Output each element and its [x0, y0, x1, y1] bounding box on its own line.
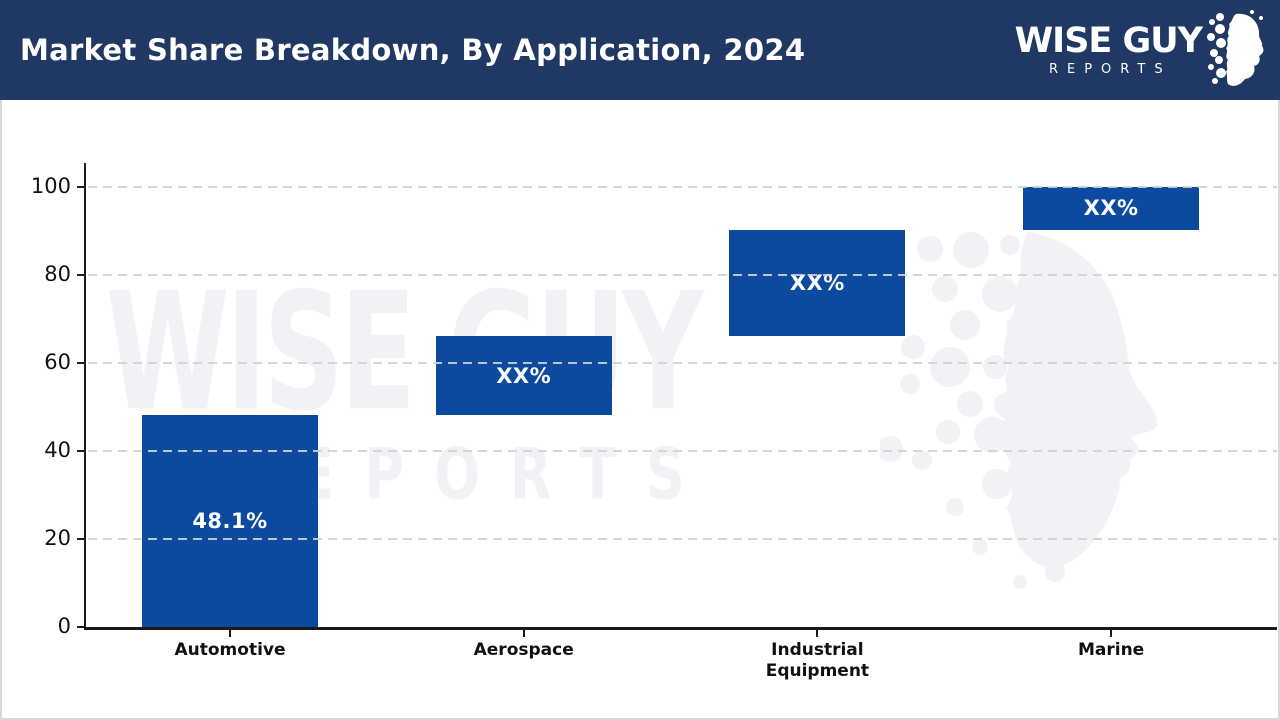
y-tick: [77, 538, 85, 540]
y-tick-label: 20: [44, 526, 71, 550]
y-tick: [77, 626, 85, 628]
page-title: Market Share Breakdown, By Application, …: [20, 33, 806, 67]
logo-head-icon: [1207, 10, 1264, 86]
y-tick-label: 100: [30, 174, 71, 198]
gridline: [88, 362, 1277, 364]
x-tick: [816, 629, 819, 637]
y-tick: [77, 450, 85, 452]
y-tick: [77, 186, 85, 188]
bar-segment-automotive: 48.1%: [142, 415, 318, 627]
bar-segment-aerospace: XX%: [435, 335, 612, 416]
logo-wordmark-line2: REPORTS: [1048, 61, 1172, 77]
x-tick-label: Aerospace: [473, 640, 574, 660]
header: Market Share Breakdown, By Application, …: [0, 0, 1280, 100]
x-tick-label: Automotive: [174, 640, 286, 660]
bar-segment-industrial-equipment: XX%: [729, 230, 906, 336]
bar-value-label: XX%: [496, 363, 552, 388]
y-tick-label: 80: [44, 262, 71, 286]
watermark-head-icon: [880, 232, 1158, 589]
bar-value-label: 48.1%: [192, 509, 268, 534]
gridline: [88, 186, 1277, 188]
x-tick: [229, 629, 231, 637]
y-tick: [77, 362, 85, 364]
brand-logo: WISE GUY REPORTS: [1015, 10, 1280, 90]
y-tick-label: 40: [44, 438, 71, 462]
y-tick-label: 0: [57, 614, 71, 638]
x-tick-label: Marine: [1077, 640, 1145, 660]
x-tick: [1110, 629, 1113, 637]
x-tick: [522, 629, 525, 637]
gridline: [88, 538, 1277, 540]
x-axis-line: [84, 627, 1277, 630]
gridline: [88, 274, 1277, 276]
logo-wordmark: WISE GUY REPORTS: [1014, 20, 1203, 77]
bar-value-label: XX%: [1083, 196, 1139, 221]
y-tick: [77, 274, 85, 276]
logo-wordmark-line1: WISE GUY: [1014, 20, 1203, 61]
y-axis-line: [84, 162, 86, 630]
y-tick-label: 60: [44, 350, 71, 374]
gridline: [88, 450, 1277, 452]
x-tick-label: Industrial Equipment: [765, 640, 870, 682]
bar-segment-marine: XX%: [1023, 186, 1200, 231]
